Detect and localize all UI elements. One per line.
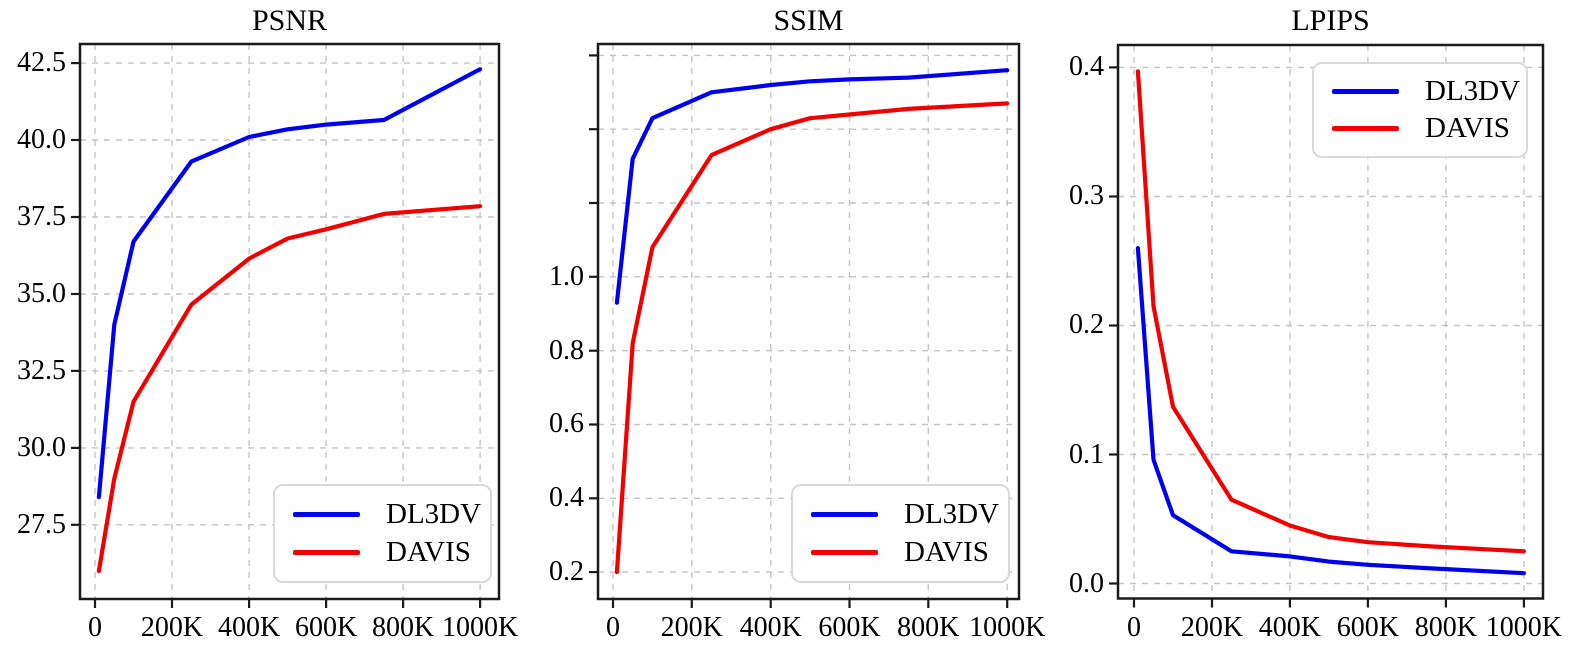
axes-spines (596, 42, 1021, 601)
x-tick-label: 400K (217, 612, 281, 643)
series-line-davis (96, 204, 483, 574)
y-tick-label: 0.2 (549, 556, 584, 588)
x-tick-label: 0 (1127, 611, 1141, 643)
legend-entry: DL3DV (793, 497, 1008, 530)
legend-line-sample-dl3dv (811, 511, 878, 517)
series-line-dl3dv (1135, 246, 1527, 576)
y-tick-label: 0.3 (1069, 180, 1104, 212)
y-tick-label: 42.5 (17, 47, 66, 79)
y-tick-label: 30.0 (17, 431, 66, 463)
x-tick-label: 600K (818, 612, 881, 643)
series-line-davis (614, 101, 1010, 575)
y-tick-label: 0.1 (1069, 438, 1104, 470)
y-tick-label: 27.5 (17, 508, 66, 540)
axes-spines (78, 42, 501, 601)
x-tick-label: 200K (140, 612, 204, 643)
x-tick-label: 0 (88, 612, 102, 643)
lpips-plot (1109, 43, 1545, 608)
x-tick-label: 800K (897, 612, 960, 643)
x-tick-label: 800K (371, 612, 435, 643)
legend-label: DL3DV (904, 497, 1000, 530)
x-tick-label: 600K (294, 612, 358, 643)
chart-title-psnr: PSNR (251, 4, 328, 37)
y-tick-label: 40.0 (17, 124, 66, 156)
legend-entry: DL3DV (275, 497, 490, 530)
y-tick-label: 0.4 (549, 482, 584, 514)
legend-label: DAVIS (1425, 112, 1510, 145)
legend-entry: DAVIS (793, 538, 1008, 567)
legend-psnr: DL3DV DAVIS (273, 484, 492, 583)
x-tick-label: 400K (1258, 611, 1322, 643)
y-tick-label: 35.0 (17, 277, 66, 309)
legend-lpips: DL3DV DAVIS (1312, 62, 1528, 158)
legend-entry: DAVIS (275, 538, 490, 567)
legend-label: DL3DV (386, 497, 482, 530)
y-tick-label: 32.5 (17, 354, 66, 386)
x-tick-label: 600K (1336, 611, 1400, 643)
x-tick-label: 1000K (969, 612, 1046, 643)
legend-line-sample-dl3dv (293, 511, 360, 517)
x-tick-label: 1000K (1485, 611, 1563, 643)
x-tick-label: 400K (739, 612, 802, 643)
series-line-dl3dv (614, 68, 1010, 305)
y-tick-label: 1.0 (549, 260, 584, 292)
legend-line-sample-davis (1332, 126, 1399, 132)
ssim-plot (589, 42, 1021, 608)
x-tick-label: 200K (1180, 611, 1244, 643)
legend-line-sample-davis (293, 550, 360, 556)
x-tick-label: 200K (660, 612, 723, 643)
axes-spines (1116, 43, 1545, 600)
legend-label: DAVIS (904, 536, 989, 569)
legend-entry: DAVIS (1314, 114, 1526, 143)
legend-ssim: DL3DV DAVIS (791, 484, 1010, 583)
x-tick-label: 800K (1414, 611, 1478, 643)
legend-line-sample-davis (811, 550, 878, 556)
legend-label: DL3DV (1425, 74, 1521, 107)
x-tick-label: 0 (606, 612, 620, 643)
legend-entry: DL3DV (1314, 74, 1526, 107)
legend-label: DAVIS (386, 536, 471, 569)
x-tick-label: 1000K (441, 612, 519, 643)
chart-title-lpips: LPIPS (1291, 4, 1370, 37)
y-tick-label: 0.6 (549, 408, 584, 440)
y-tick-label: 0.2 (1069, 309, 1104, 341)
y-tick-label: 37.5 (17, 200, 66, 232)
chart-title-ssim: SSIM (773, 4, 844, 37)
series-line-davis (1135, 69, 1527, 554)
y-tick-label: 0.0 (1069, 567, 1104, 599)
y-tick-label: 0.4 (1069, 51, 1104, 83)
y-tick-label: 0.8 (549, 334, 584, 366)
series-line-dl3dv (96, 67, 483, 500)
legend-line-sample-dl3dv (1332, 88, 1399, 94)
